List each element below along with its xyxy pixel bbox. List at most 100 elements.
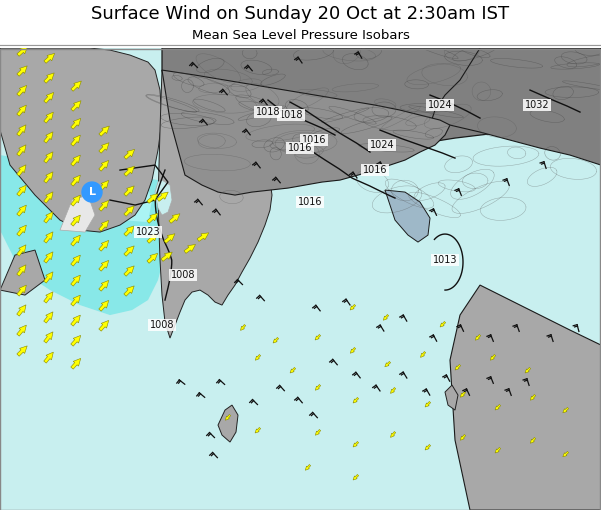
FancyArrow shape	[255, 427, 261, 433]
Text: 1008: 1008	[171, 270, 195, 280]
Polygon shape	[45, 165, 152, 222]
FancyArrow shape	[99, 181, 109, 191]
FancyArrow shape	[17, 145, 26, 156]
FancyArrow shape	[71, 275, 81, 286]
Text: 1008: 1008	[150, 320, 174, 330]
FancyArrow shape	[71, 195, 81, 206]
FancyArrow shape	[530, 438, 535, 443]
FancyArrow shape	[124, 266, 134, 276]
FancyArrow shape	[17, 325, 26, 336]
FancyArrow shape	[353, 398, 359, 403]
FancyArrow shape	[71, 255, 81, 266]
FancyArrow shape	[164, 234, 175, 243]
FancyArrow shape	[391, 431, 395, 438]
FancyArrow shape	[350, 347, 356, 353]
FancyArrow shape	[71, 135, 81, 146]
FancyArrow shape	[157, 192, 168, 202]
FancyArrow shape	[44, 312, 53, 323]
Text: Mean Sea Level Pressure Isobars: Mean Sea Level Pressure Isobars	[192, 29, 409, 42]
Circle shape	[70, 170, 114, 214]
FancyArrow shape	[17, 346, 27, 356]
FancyArrow shape	[71, 119, 81, 129]
FancyArrow shape	[17, 105, 26, 116]
Polygon shape	[155, 180, 172, 215]
Text: 1024: 1024	[428, 100, 453, 110]
FancyArrow shape	[563, 407, 569, 413]
FancyArrow shape	[273, 338, 279, 343]
FancyArrow shape	[353, 442, 359, 447]
Polygon shape	[0, 170, 155, 255]
FancyArrow shape	[44, 192, 53, 203]
FancyArrow shape	[17, 185, 26, 196]
FancyArrow shape	[44, 172, 53, 183]
FancyArrow shape	[440, 322, 445, 327]
Polygon shape	[60, 195, 95, 232]
FancyArrow shape	[147, 213, 157, 223]
FancyArrow shape	[425, 444, 431, 450]
FancyArrow shape	[71, 235, 81, 246]
Polygon shape	[430, 48, 601, 165]
Text: 1023: 1023	[136, 227, 160, 237]
FancyArrow shape	[124, 206, 134, 216]
FancyArrow shape	[44, 332, 53, 343]
FancyArrow shape	[71, 81, 81, 91]
Polygon shape	[0, 155, 168, 315]
FancyArrow shape	[495, 404, 501, 410]
FancyArrow shape	[99, 143, 109, 153]
FancyArrow shape	[44, 152, 53, 163]
FancyArrow shape	[17, 125, 26, 136]
Polygon shape	[445, 385, 458, 410]
FancyArrow shape	[169, 214, 180, 223]
FancyArrow shape	[71, 175, 81, 186]
FancyArrow shape	[17, 205, 26, 216]
FancyArrow shape	[563, 451, 569, 457]
FancyArrow shape	[425, 402, 431, 407]
FancyArrow shape	[17, 225, 26, 236]
Polygon shape	[385, 190, 430, 242]
Polygon shape	[218, 405, 238, 442]
Text: 1016: 1016	[302, 135, 326, 145]
FancyArrow shape	[71, 336, 81, 346]
FancyArrow shape	[17, 305, 26, 316]
Text: 1013: 1013	[433, 255, 457, 265]
FancyArrow shape	[44, 112, 53, 123]
FancyArrow shape	[525, 367, 531, 373]
Polygon shape	[0, 48, 162, 232]
FancyArrow shape	[99, 301, 109, 311]
Text: 1018: 1018	[256, 107, 280, 117]
FancyArrow shape	[99, 281, 109, 291]
FancyArrow shape	[99, 321, 109, 331]
FancyArrow shape	[99, 221, 109, 231]
FancyArrow shape	[315, 334, 320, 340]
FancyArrow shape	[383, 314, 389, 320]
FancyArrow shape	[99, 161, 109, 171]
FancyArrow shape	[255, 354, 261, 360]
FancyArrow shape	[71, 295, 81, 306]
Text: L: L	[88, 187, 96, 196]
FancyArrow shape	[44, 232, 53, 243]
FancyArrow shape	[305, 464, 311, 470]
FancyArrow shape	[99, 201, 109, 211]
FancyArrow shape	[44, 272, 53, 283]
FancyArrow shape	[421, 351, 426, 358]
FancyArrow shape	[455, 364, 460, 370]
FancyArrow shape	[124, 166, 135, 176]
FancyArrow shape	[124, 186, 134, 196]
FancyArrow shape	[44, 92, 53, 103]
FancyArrow shape	[460, 391, 466, 397]
FancyArrow shape	[385, 362, 391, 367]
Text: Surface Wind on Sunday 20 Oct at 2:30am IST: Surface Wind on Sunday 20 Oct at 2:30am …	[91, 5, 510, 23]
FancyArrow shape	[17, 66, 27, 76]
FancyArrow shape	[99, 241, 109, 251]
FancyArrow shape	[316, 384, 321, 390]
FancyArrow shape	[17, 46, 28, 56]
FancyArrow shape	[44, 132, 53, 143]
FancyArrow shape	[44, 212, 53, 223]
Circle shape	[82, 182, 102, 202]
FancyArrow shape	[17, 165, 26, 176]
Polygon shape	[162, 48, 601, 188]
FancyArrow shape	[147, 253, 157, 263]
FancyArrow shape	[316, 429, 321, 435]
FancyArrow shape	[495, 447, 501, 453]
FancyArrow shape	[391, 387, 395, 393]
